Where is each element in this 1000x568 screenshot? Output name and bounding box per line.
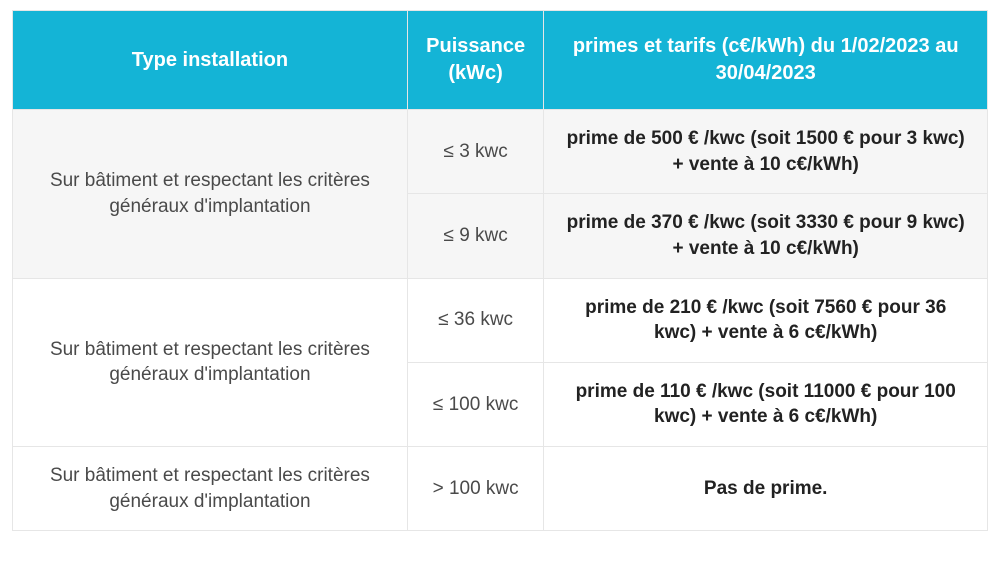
power-cell: ≤ 9 kwc bbox=[407, 194, 544, 278]
col-header-power: Puissance (kWc) bbox=[407, 11, 544, 110]
power-cell: ≤ 3 kwc bbox=[407, 110, 544, 194]
tariff-cell: prime de 210 € /kwc (soit 7560 € pour 36… bbox=[544, 278, 988, 362]
type-cell: Sur bâtiment et respectant les critères … bbox=[13, 447, 408, 531]
power-cell: > 100 kwc bbox=[407, 447, 544, 531]
table-row: Sur bâtiment et respectant les critères … bbox=[13, 278, 988, 362]
col-header-tariff: primes et tarifs (c€/kWh) du 1/02/2023 a… bbox=[544, 11, 988, 110]
type-cell: Sur bâtiment et respectant les critères … bbox=[13, 278, 408, 447]
tariff-cell: prime de 370 € /kwc (soit 3330 € pour 9 … bbox=[544, 194, 988, 278]
power-cell: ≤ 100 kwc bbox=[407, 362, 544, 446]
table-row: Sur bâtiment et respectant les critères … bbox=[13, 110, 988, 194]
table-row: Sur bâtiment et respectant les critères … bbox=[13, 447, 988, 531]
tariff-cell: prime de 110 € /kwc (soit 11000 € pour 1… bbox=[544, 362, 988, 446]
col-header-type: Type installation bbox=[13, 11, 408, 110]
type-cell: Sur bâtiment et respectant les critères … bbox=[13, 110, 408, 279]
tariff-cell: Pas de prime. bbox=[544, 447, 988, 531]
primes-tarifs-table: Type installation Puissance (kWc) primes… bbox=[12, 10, 988, 531]
power-cell: ≤ 36 kwc bbox=[407, 278, 544, 362]
table-header-row: Type installation Puissance (kWc) primes… bbox=[13, 11, 988, 110]
tariff-cell: prime de 500 € /kwc (soit 1500 € pour 3 … bbox=[544, 110, 988, 194]
